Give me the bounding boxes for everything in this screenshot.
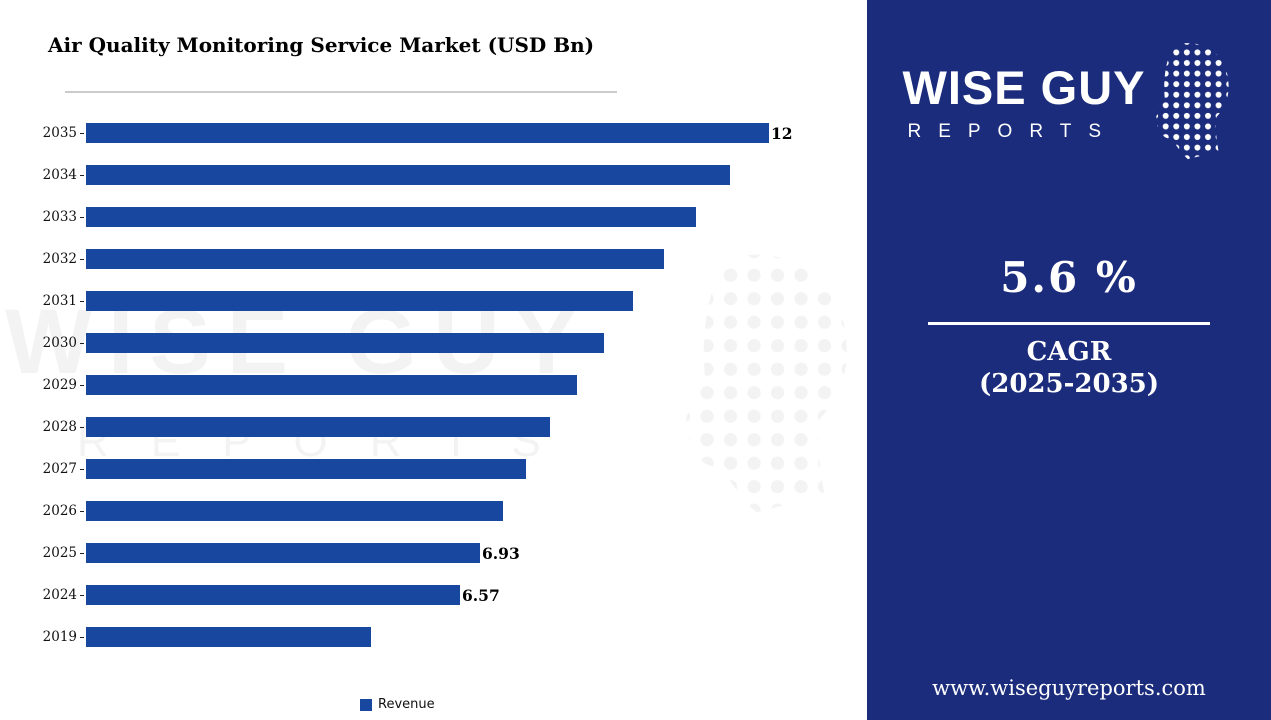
revenue-bar (86, 333, 604, 353)
y-axis-tick (80, 342, 84, 344)
revenue-bar (86, 501, 503, 521)
y-axis-tick (80, 300, 84, 302)
chart-row: 2033 (28, 196, 793, 238)
chart-row: 2035 12 (28, 112, 793, 154)
website-url[interactable]: www.wiseguyreports.com (932, 676, 1206, 700)
y-axis-tick-label: 2030 (42, 335, 77, 351)
title-divider (65, 91, 617, 93)
chart-row: 2031 (28, 280, 793, 322)
logo-wordmark: WISE GUY (902, 61, 1146, 114)
legend-label: Revenue (378, 697, 435, 712)
revenue-bar (86, 417, 550, 437)
chart-row: 2024 6.57 (28, 574, 793, 616)
y-axis-tick-label: 2025 (42, 545, 77, 561)
y-axis-tick-label: 2026 (42, 503, 77, 519)
chart-row: 2029 (28, 364, 793, 406)
y-axis-tick (80, 552, 84, 554)
bar-chart: 2035 12 2034 2033 2032 2031 2030 2029 2028 2027 20… (28, 112, 793, 658)
y-axis-tick-label: 2028 (42, 419, 77, 435)
cagr-block: 5.6 % CAGR (2025-2035) (928, 253, 1210, 399)
logo-subtitle: REPORTS (907, 121, 1118, 142)
y-axis-tick-label: 2019 (42, 629, 77, 645)
cagr-period: (2025-2035) (978, 369, 1160, 399)
chart-row: 2030 (28, 322, 793, 364)
chart-row: 2028 (28, 406, 793, 448)
chart-legend: Revenue (360, 697, 435, 712)
y-axis-tick-label: 2032 (42, 251, 77, 267)
y-axis-tick-label: 2034 (42, 167, 77, 183)
y-axis-tick (80, 132, 84, 134)
y-axis-tick-label: 2029 (42, 377, 77, 393)
revenue-bar (86, 585, 460, 605)
y-axis-tick-label: 2031 (42, 293, 77, 309)
revenue-bar (86, 543, 480, 563)
y-axis-tick (80, 468, 84, 470)
y-axis-tick (80, 174, 84, 176)
chart-row: 2025 6.93 (28, 532, 793, 574)
chart-row: 2034 (28, 154, 793, 196)
logo-head-icon (1155, 43, 1229, 160)
revenue-bar (86, 627, 371, 647)
revenue-bar (86, 123, 769, 143)
chart-panel: Air Quality Monitoring Service Market (U… (5, 33, 847, 712)
y-axis-tick-label: 2027 (42, 461, 77, 477)
brand-sidebar: WISE GUY REPORTS 5.6 % CAGR (2025-2035) … (867, 0, 1271, 720)
y-axis-tick-label: 2035 (42, 125, 77, 141)
y-axis-tick (80, 426, 84, 428)
cagr-label: CAGR (1026, 337, 1112, 367)
revenue-bar (86, 375, 577, 395)
cagr-divider (928, 322, 1210, 325)
y-axis-tick (80, 216, 84, 218)
y-axis-tick-label: 2033 (42, 209, 77, 225)
y-axis-tick (80, 258, 84, 260)
y-axis-tick-label: 2024 (42, 587, 77, 603)
chart-row: 2019 (28, 616, 793, 658)
y-axis-tick (80, 594, 84, 596)
chart-title: Air Quality Monitoring Service Market (U… (48, 33, 595, 57)
chart-row: 2032 (28, 238, 793, 280)
revenue-bar (86, 207, 696, 227)
revenue-bar (86, 249, 664, 269)
legend-marker-icon (360, 698, 372, 711)
revenue-bar (86, 291, 633, 311)
cagr-value: 5.6 % (1000, 253, 1138, 302)
bar-value-label: 6.93 (482, 543, 520, 563)
revenue-bar (86, 165, 730, 185)
logo-text: WISE GUY REPORTS (902, 60, 1145, 143)
y-axis-tick (80, 384, 84, 386)
chart-row: 2027 (28, 448, 793, 490)
chart-row: 2026 (28, 490, 793, 532)
bar-value-label: 6.57 (462, 585, 500, 605)
bar-value-label: 12 (771, 123, 793, 143)
y-axis-tick (80, 510, 84, 512)
brand-logo: WISE GUY REPORTS (902, 38, 1235, 163)
y-axis-tick (80, 636, 84, 638)
revenue-bar (86, 459, 526, 479)
